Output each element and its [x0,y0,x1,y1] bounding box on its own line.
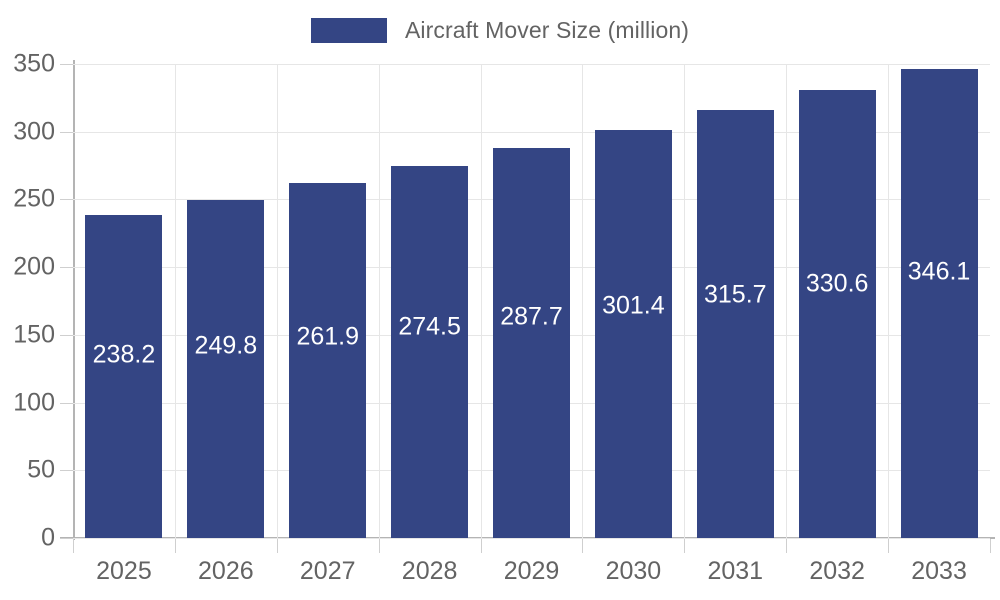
x-axis-tick [888,539,890,553]
x-axis-tick [276,539,278,553]
y-axis-tick-label: 200 [13,252,55,281]
legend-swatch-aircraft-mover-size [310,17,387,43]
y-axis-tick [60,538,73,539]
x-axis-tick-label: 2025 [96,557,152,585]
x-axis-tick [480,539,482,553]
plot-area [60,64,990,539]
chart-legend: Aircraft Mover Size (million) [0,10,1000,50]
gridline-horizontal [73,64,990,65]
y-axis-tick [60,267,73,269]
bar[interactable] [187,199,265,538]
bar-value-label: 301.4 [602,291,665,320]
x-axis-tick [990,539,991,553]
bar[interactable] [594,129,672,538]
gridline-horizontal [73,131,990,133]
x-axis-tick [174,539,176,553]
bar-value-label: 249.8 [194,331,258,360]
y-axis-tick-label: 100 [13,388,55,417]
y-axis-tick [60,199,73,201]
bar[interactable] [493,148,570,538]
x-axis-tick [582,539,584,553]
y-axis-tick [60,402,73,404]
y-axis-tick [60,64,73,65]
x-axis-tick-label: 2029 [503,557,560,585]
gridline-vertical [888,64,890,538]
x-axis-tick [684,539,686,553]
x-axis-tick-label: 2033 [911,557,967,585]
bar[interactable] [289,183,367,538]
bar[interactable] [798,90,876,538]
y-axis-tick-label: 0 [41,523,55,552]
bar-value-label: 238.2 [92,340,156,369]
y-axis-tick [60,470,73,472]
bar[interactable] [85,215,163,538]
bar[interactable] [696,110,774,538]
gridline-horizontal [73,538,990,539]
x-axis-tick [786,539,788,553]
bar[interactable] [900,69,978,538]
bar-value-label: 315.7 [703,280,767,309]
x-axis-tick-label: 2031 [707,557,764,585]
y-axis-tick-label: 50 [27,455,55,484]
bar-value-label: 346.1 [907,257,971,286]
bar-value-label: 261.9 [296,322,359,351]
y-axis-tick-label: 350 [13,49,55,78]
x-axis-tick-label: 2030 [605,557,662,585]
gridline-vertical [174,64,176,538]
gridline-vertical [582,64,584,538]
x-axis-tick-label: 2028 [401,557,458,585]
y-axis-tick-label: 150 [13,320,55,349]
gridline-vertical [480,64,482,538]
x-axis-tick [73,539,74,553]
y-axis-tick-label: 250 [13,184,55,213]
x-axis-tick [378,539,380,553]
gridline-vertical [276,64,278,538]
bar[interactable] [391,166,469,538]
x-axis-tick-label: 2032 [809,557,865,585]
bar-value-label: 274.5 [398,312,461,341]
bar-value-label: 287.7 [500,302,563,331]
y-axis-tick [60,131,73,133]
gridline-vertical [786,64,788,538]
gridline-vertical [378,64,380,538]
x-axis-tick-label: 2026 [198,557,254,585]
y-axis-tick [60,334,73,336]
legend-label-aircraft-mover-size: Aircraft Mover Size (million) [404,16,690,43]
x-axis-tick-label: 2027 [299,557,356,585]
gridline-vertical [684,64,686,538]
bar-value-label: 330.6 [805,269,869,298]
y-axis-spine [73,60,75,540]
y-axis-tick-label: 300 [13,117,55,146]
